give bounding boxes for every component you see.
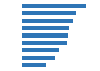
- Bar: [22, 19, 73, 23]
- Bar: [22, 11, 76, 15]
- Bar: [22, 56, 55, 60]
- Bar: [22, 63, 46, 67]
- Bar: [22, 41, 66, 45]
- Bar: [22, 4, 86, 8]
- Bar: [22, 48, 59, 52]
- Bar: [22, 26, 69, 30]
- Bar: [22, 33, 68, 38]
